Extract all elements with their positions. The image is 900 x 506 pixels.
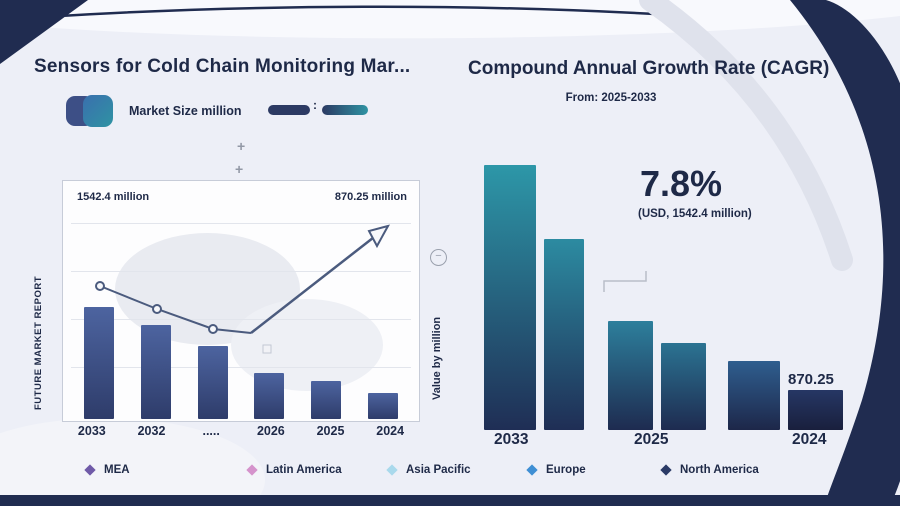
database-icon-front	[83, 95, 113, 127]
left-x-label-4: 2025	[316, 424, 345, 438]
left-x-label-1: 2032	[137, 424, 166, 438]
toggle-pill-right	[322, 105, 368, 115]
right-chart-y-axis-label: Value by million	[431, 316, 443, 400]
right-x-label-2025: 2025	[634, 431, 669, 448]
legend-item-north-america: North America	[660, 464, 759, 476]
legend-label: Asia Pacific	[406, 464, 471, 476]
toggle-separator: :	[313, 98, 317, 112]
legend-label: MEA	[104, 464, 130, 476]
left-bar-.....	[197, 346, 228, 419]
market-size-label: Market Size million	[129, 104, 242, 118]
legend-item-europe: Europe	[526, 464, 662, 476]
right-x-label-2024: 2024	[792, 431, 827, 448]
cagr-title: Compound Annual Growth Rate (CAGR)	[468, 58, 830, 79]
plus-icon: +	[235, 161, 244, 177]
toggle-pill-left	[268, 105, 310, 115]
right-bar-2033-series-2	[544, 239, 584, 430]
right-bar-2024-series-1	[728, 361, 780, 430]
legend-label: Latin America	[266, 464, 342, 476]
left-bar-2033	[84, 307, 115, 419]
left-x-label-5: 2024	[376, 424, 405, 438]
legend-diamond-icon	[84, 464, 96, 476]
legend-item-mea: MEA	[84, 464, 248, 476]
left-bar-2032	[140, 325, 171, 419]
left-bar-2024	[367, 393, 398, 419]
right-bar-2025-series-2	[661, 343, 706, 430]
left-chart-x-labels: 2033 2032..... 2026 2025 2024	[62, 424, 420, 438]
page-title: Sensors for Cold Chain Monitoring Mar...	[34, 56, 411, 77]
right-chart-group-2033	[484, 165, 584, 430]
legend-item-asia-pacific: Asia Pacific	[386, 464, 528, 476]
right-bar-2025-series-1	[608, 321, 653, 430]
legend-label: Europe	[546, 464, 586, 476]
left-x-label-2: .....	[202, 424, 220, 438]
legend-diamond-icon	[526, 464, 538, 476]
minus-circle-icon: −	[430, 249, 447, 266]
legend-diamond-icon	[386, 464, 398, 476]
right-bar-2024-series-2	[788, 390, 843, 430]
legend-label: North America	[680, 464, 759, 476]
left-x-label-0: 2033	[77, 424, 106, 438]
left-chart-bars	[71, 185, 411, 419]
cagr-detail: (USD, 1542.4 million)	[638, 208, 752, 220]
legend-diamond-icon	[660, 464, 672, 476]
left-x-label-3: 2026	[256, 424, 285, 438]
left-bar-2025	[310, 381, 341, 419]
market-size-legend: Market Size million	[66, 95, 242, 127]
right-chart-bar-value: 870.25	[788, 371, 834, 388]
cagr-value: 7.8%	[640, 163, 723, 204]
right-x-label-2033: 2033	[494, 431, 529, 448]
legend-diamond-icon	[246, 464, 258, 476]
plus-icon: +	[237, 138, 246, 154]
region-legend: MEA Latin America Asia Pacific Europe North …	[84, 464, 759, 476]
right-chart-group-2025	[608, 321, 706, 430]
database-icon	[66, 95, 116, 127]
legend-item-latin-america: Latin America	[246, 464, 388, 476]
left-chart-y-axis-label: FUTURE MARKET REPORT	[33, 275, 44, 410]
left-bar-2026	[254, 373, 285, 419]
cagr-subtitle: From: 2025-2033	[565, 92, 657, 104]
left-chart-panel: 1542.4 million 870.25 million	[62, 180, 420, 422]
right-bar-2033-series-1	[484, 165, 536, 430]
